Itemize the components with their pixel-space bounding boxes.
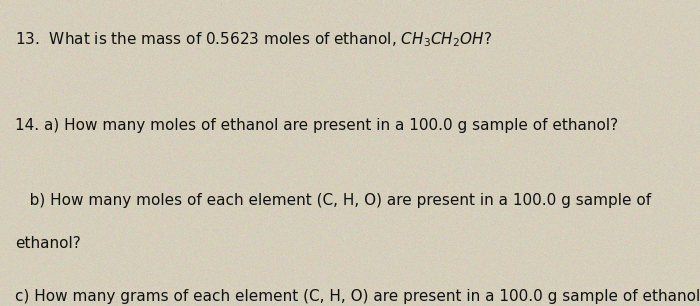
Text: 13.  What is the mass of 0.5623 moles of ethanol, $CH_3CH_2OH$?: 13. What is the mass of 0.5623 moles of … [15, 31, 492, 49]
Text: ethanol?: ethanol? [15, 236, 81, 251]
Text: c) How many grams of each element (C, H, O) are present in a 100.0 g sample of e: c) How many grams of each element (C, H,… [15, 289, 700, 304]
Text: b) How many moles of each element (C, H, O) are present in a 100.0 g sample of: b) How many moles of each element (C, H,… [15, 193, 652, 208]
Text: 14. a) How many moles of ethanol are present in a 100.0 g sample of ethanol?: 14. a) How many moles of ethanol are pre… [15, 118, 619, 133]
